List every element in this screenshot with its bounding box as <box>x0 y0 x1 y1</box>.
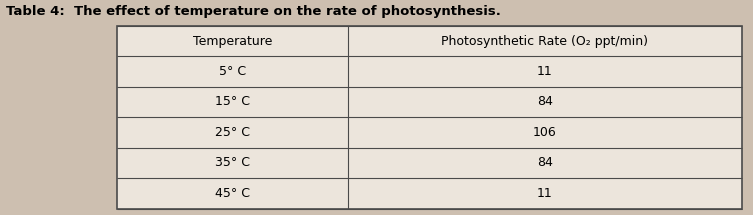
Text: 15° C: 15° C <box>215 95 250 108</box>
Text: 25° C: 25° C <box>215 126 250 139</box>
Text: Temperature: Temperature <box>193 35 272 48</box>
Text: 84: 84 <box>537 156 553 169</box>
Bar <box>117 26 742 209</box>
Text: 45° C: 45° C <box>215 187 250 200</box>
Text: 106: 106 <box>533 126 556 139</box>
Text: 35° C: 35° C <box>215 156 250 169</box>
Text: 84: 84 <box>537 95 553 108</box>
Text: 5° C: 5° C <box>219 65 246 78</box>
Text: Photosynthetic Rate (O₂ ppt/min): Photosynthetic Rate (O₂ ppt/min) <box>441 35 648 48</box>
Text: Table 4:  The effect of temperature on the rate of photosynthesis.: Table 4: The effect of temperature on th… <box>6 5 501 18</box>
Bar <box>117 26 742 209</box>
Text: 11: 11 <box>537 65 553 78</box>
Text: 11: 11 <box>537 187 553 200</box>
